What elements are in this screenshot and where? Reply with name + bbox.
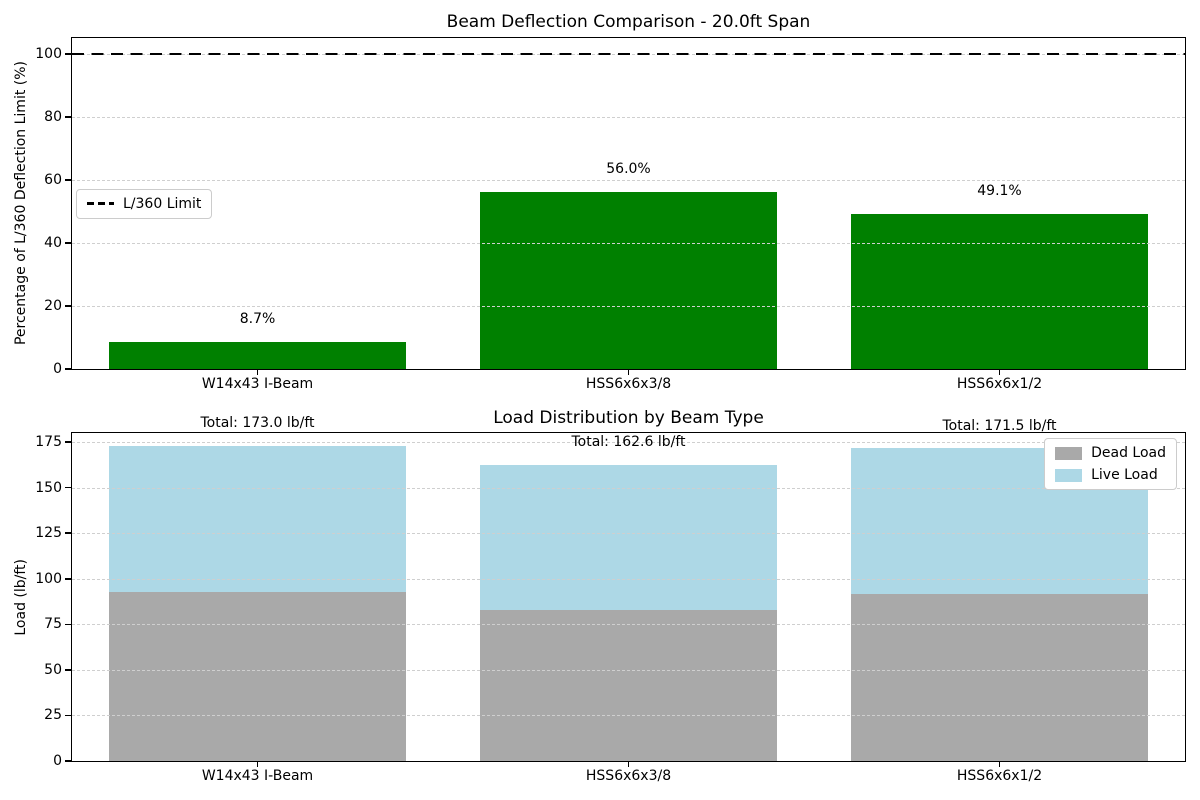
bottom-chart-axes: Total: 173.0 lb/ft W14x43 I-Beam Total: 16…	[35, 416, 1186, 783]
y-tick-mark	[65, 714, 71, 717]
grid-line	[72, 179, 1185, 181]
bottom-chart-y-axis-label-text: Load (lb/ft)	[13, 558, 29, 636]
x-tick-mark	[998, 761, 1001, 767]
x-tick-mark	[256, 761, 259, 767]
y-tick-label: 125	[35, 525, 62, 542]
grid-line	[72, 669, 1185, 671]
bar	[851, 214, 1148, 369]
top-chart-axes: 8.7% W14x43 I-Beam 56.0% HSS6x6x3/8 49.1% HSS…	[35, 37, 1186, 391]
x-tick-label: W14x43 I-Beam	[201, 376, 314, 392]
bar-value-label: 8.7%	[239, 310, 276, 327]
grid-line	[72, 624, 1185, 626]
top-chart-y-axis-label: Percentage of L/360 Deflection Limit (%)	[10, 37, 32, 370]
dashed-line-swatch	[87, 202, 114, 205]
legend-entry: Dead Load	[1055, 445, 1166, 461]
bar-segment-dead-load	[109, 591, 406, 761]
x-tick-label: HSS6x6x1/2	[956, 768, 1043, 784]
y-tick-label: 100	[35, 570, 62, 587]
total-label: Total: 162.6 lb/ft	[571, 433, 686, 450]
grid-line	[72, 533, 1185, 535]
x-tick-label: W14x43 I-Beam	[201, 768, 314, 784]
y-tick-mark	[65, 441, 71, 443]
grid-line	[72, 242, 1185, 244]
y-tick-mark	[65, 486, 71, 489]
bar-segment-live-load	[109, 445, 406, 592]
legend-label: Live Load	[1091, 467, 1158, 483]
legend-label: Dead Load	[1091, 445, 1166, 461]
legend: L/360 Limit	[76, 188, 213, 219]
bar	[109, 341, 406, 369]
legend-swatch	[1055, 468, 1083, 482]
y-tick-mark	[65, 368, 71, 370]
y-tick-label: 60	[44, 171, 62, 188]
legend-entry: Live Load	[1055, 467, 1166, 483]
bar	[480, 192, 777, 369]
grid-line	[72, 715, 1185, 717]
y-tick-label: 50	[44, 661, 62, 678]
top-chart-title: Beam Deflection Comparison - 20.0ft Span	[446, 12, 811, 32]
y-tick-label: 25	[44, 707, 62, 724]
y-tick-mark	[65, 116, 71, 118]
legend-label: L/360 Limit	[123, 195, 202, 212]
y-tick-mark	[65, 242, 71, 244]
legend-entry: L/360 Limit	[87, 196, 201, 212]
y-tick-label: 100	[35, 45, 62, 62]
bar-segment-dead-load	[851, 594, 1148, 761]
y-tick-label: 150	[35, 479, 62, 496]
x-tick-label: HSS6x6x1/2	[956, 376, 1043, 392]
y-tick-label: 75	[44, 616, 62, 633]
top-chart-y-axis-label-text: Percentage of L/360 Deflection Limit (%)	[13, 61, 29, 346]
y-tick-mark	[65, 532, 71, 535]
bar-value-label: 56.0%	[606, 161, 651, 178]
y-tick-mark	[65, 669, 71, 671]
bottom-chart-y-axis-label: Load (lb/ft)	[10, 432, 32, 762]
y-tick-mark	[65, 623, 71, 626]
total-label: Total: 173.0 lb/ft	[200, 414, 315, 431]
y-tick-mark	[65, 305, 71, 307]
bar-segment-dead-load	[480, 610, 777, 761]
x-tick-mark	[256, 369, 259, 375]
y-tick-label: 80	[44, 108, 62, 125]
bar-segment-live-load	[480, 464, 777, 611]
x-tick-label: HSS6x6x3/8	[585, 376, 672, 392]
y-tick-mark	[65, 760, 71, 762]
grid-line	[72, 442, 1185, 444]
y-tick-mark	[65, 52, 71, 55]
y-tick-label: 40	[44, 234, 62, 251]
y-tick-mark	[65, 179, 71, 181]
total-label: Total: 171.5 lb/ft	[942, 417, 1057, 434]
legend-swatch	[1055, 446, 1083, 460]
y-tick-label: 20	[44, 297, 62, 314]
x-tick-label: HSS6x6x3/8	[585, 768, 672, 784]
y-tick-label: 0	[53, 753, 62, 769]
x-tick-mark	[627, 369, 630, 375]
grid-line	[72, 305, 1185, 307]
y-tick-mark	[65, 577, 71, 580]
grid-line	[72, 578, 1185, 580]
legend: Dead Load Live Load	[1044, 438, 1177, 490]
bar-value-label: 49.1%	[977, 183, 1022, 200]
grid-line	[72, 116, 1185, 118]
x-tick-mark	[627, 761, 630, 767]
x-tick-mark	[998, 369, 1001, 375]
bottom-chart-title: Load Distribution by Beam Type	[493, 408, 764, 428]
y-tick-label: 0	[53, 361, 62, 377]
grid-line	[72, 487, 1185, 489]
y-tick-label: 175	[35, 434, 62, 451]
limit-line	[72, 52, 1185, 56]
